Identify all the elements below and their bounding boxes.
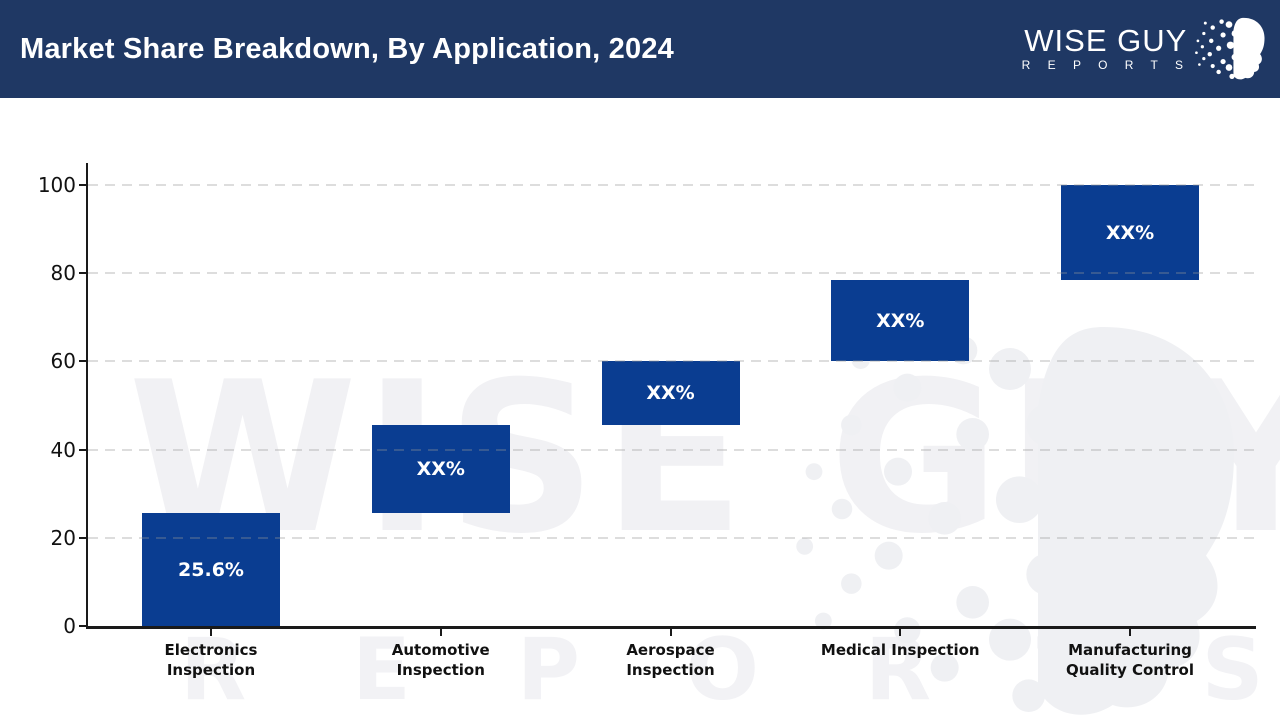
x-axis-tickmark	[210, 629, 212, 636]
x-axis-tickmark	[669, 629, 672, 636]
y-axis-tickmark	[79, 184, 87, 186]
logo-head-icon	[1192, 9, 1266, 89]
chart-area: WISE GUY R E P O R T S 0 20 40 60 80 100 25.6%…	[0, 98, 1280, 720]
gridline-60	[88, 360, 1254, 363]
bar-value-label: XX%	[416, 458, 465, 481]
x-axis-tickmark	[439, 629, 442, 636]
x-axis-line	[86, 626, 1256, 629]
bar-segment: XX%	[1061, 185, 1199, 281]
bar-value-label: XX%	[876, 309, 925, 332]
chart-title: Market Share Breakdown, By Application, …	[20, 32, 674, 65]
logo-reports-label: R E P O R T S	[1021, 58, 1190, 72]
x-axis-tickmark	[1129, 629, 1131, 636]
y-axis-tick-label: 20	[50, 525, 76, 550]
logo-text: WISE GUY R E P O R T S	[1021, 23, 1190, 72]
x-axis-category-label: Automotive Inspection	[321, 640, 561, 680]
category-label-line: Inspection	[626, 661, 715, 679]
y-axis-tickmark	[79, 360, 87, 363]
category-label-line: Medical Inspection	[820, 641, 980, 659]
bar-segment: XX%	[831, 280, 970, 362]
y-axis-tick-label: 40	[50, 437, 76, 462]
logo-name: WISE GUY	[1024, 23, 1188, 58]
category-label-line: Inspection	[396, 661, 485, 679]
wise-guy-logo: WISE GUY R E P O R T S	[1022, 9, 1266, 89]
y-axis-tickmark	[79, 272, 87, 275]
y-axis-tick-label: 0	[63, 614, 76, 638]
bar-segment: XX%	[601, 361, 740, 426]
y-axis-tickmark	[79, 536, 87, 539]
category-label-line: Aerospace	[626, 641, 715, 659]
x-axis-category-label: Medical Inspection	[780, 640, 1020, 660]
category-label-line: Quality Control	[1065, 661, 1194, 679]
category-label-line: Inspection	[166, 661, 256, 679]
x-axis-tickmark	[899, 629, 902, 636]
x-axis-category-label: Aerospace Inspection	[551, 640, 791, 680]
x-axis-category-label: Electronics Inspection	[91, 640, 331, 680]
gridline-20	[88, 536, 1254, 539]
y-axis-tick-label: 60	[50, 349, 76, 374]
category-label-line: Manufacturing	[1068, 641, 1192, 659]
gridline-40	[88, 448, 1254, 451]
category-label-line: Electronics	[164, 641, 258, 659]
bar-value-label: XX%	[1105, 221, 1155, 244]
bar-value-label: 25.6%	[178, 558, 244, 581]
header: Market Share Breakdown, By Application, …	[0, 0, 1280, 98]
y-axis-tickmark	[79, 448, 87, 451]
bar-segment: XX%	[371, 425, 510, 514]
bar-value-label: XX%	[646, 382, 695, 405]
gridline-80	[88, 272, 1254, 275]
category-label-line: Automotive	[391, 641, 490, 659]
y-axis-tick-label: 80	[50, 261, 76, 286]
y-axis-tickmark	[79, 625, 87, 627]
y-axis-tick-label: 100	[37, 173, 76, 197]
x-axis-category-label: Manufacturing Quality Control	[1010, 640, 1250, 680]
gridline-100	[88, 184, 1254, 186]
y-axis-line	[86, 163, 88, 628]
bar-segment: 25.6%	[142, 513, 280, 626]
